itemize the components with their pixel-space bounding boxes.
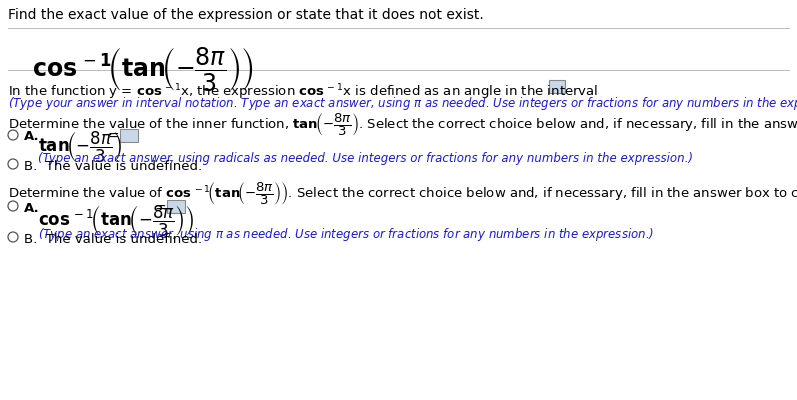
Text: A.: A. (24, 130, 40, 143)
Text: Determine the value of $\mathbf{cos}^{\,-1}\!\left(\mathbf{tan}\!\left(-\dfrac{8: Determine the value of $\mathbf{cos}^{\,… (8, 180, 797, 207)
FancyBboxPatch shape (120, 128, 138, 142)
Text: In the function y = $\mathbf{cos}^{\,-1}$x, the expression $\mathbf{cos}^{\,-1}$: In the function y = $\mathbf{cos}^{\,-1}… (8, 82, 599, 102)
Text: $\mathbf{cos}^{\,-1}\!\left(\mathbf{tan}\!\left(-\dfrac{8\pi}{3}\right)\right)$: $\mathbf{cos}^{\,-1}\!\left(\mathbf{tan}… (38, 204, 194, 239)
Text: (Type an exact answer, using $\pi$ as needed. Use integers or fractions for any : (Type an exact answer, using $\pi$ as ne… (38, 226, 654, 243)
Text: $\mathbf{tan}\!\left(-\dfrac{8\pi}{3}\right)$: $\mathbf{tan}\!\left(-\dfrac{8\pi}{3}\ri… (38, 130, 122, 165)
Text: =: = (108, 130, 120, 144)
Text: Determine the value of the inner function, $\mathbf{tan}\!\left(-\dfrac{8\pi}{3}: Determine the value of the inner functio… (8, 111, 797, 138)
Text: B.  The value is undefined.: B. The value is undefined. (24, 160, 202, 173)
Text: Find the exact value of the expression or state that it does not exist.: Find the exact value of the expression o… (8, 8, 484, 22)
Text: (Type an exact answer, using radicals as needed. Use integers or fractions for a: (Type an exact answer, using radicals as… (38, 152, 693, 165)
FancyBboxPatch shape (549, 80, 565, 92)
FancyBboxPatch shape (167, 200, 185, 212)
Text: B.  The value is undefined.: B. The value is undefined. (24, 233, 202, 246)
Text: $\mathbf{cos}^{\,-\mathbf{1}}\!\left(\mathbf{tan}\!\left(-\dfrac{8\pi}{3}\right): $\mathbf{cos}^{\,-\mathbf{1}}\!\left(\ma… (32, 45, 254, 93)
Text: .: . (567, 82, 571, 95)
Text: (Type your answer in interval notation. Type an exact answer, using $\pi$ as nee: (Type your answer in interval notation. … (8, 95, 797, 112)
Text: =: = (155, 202, 167, 216)
Text: A.: A. (24, 202, 40, 215)
